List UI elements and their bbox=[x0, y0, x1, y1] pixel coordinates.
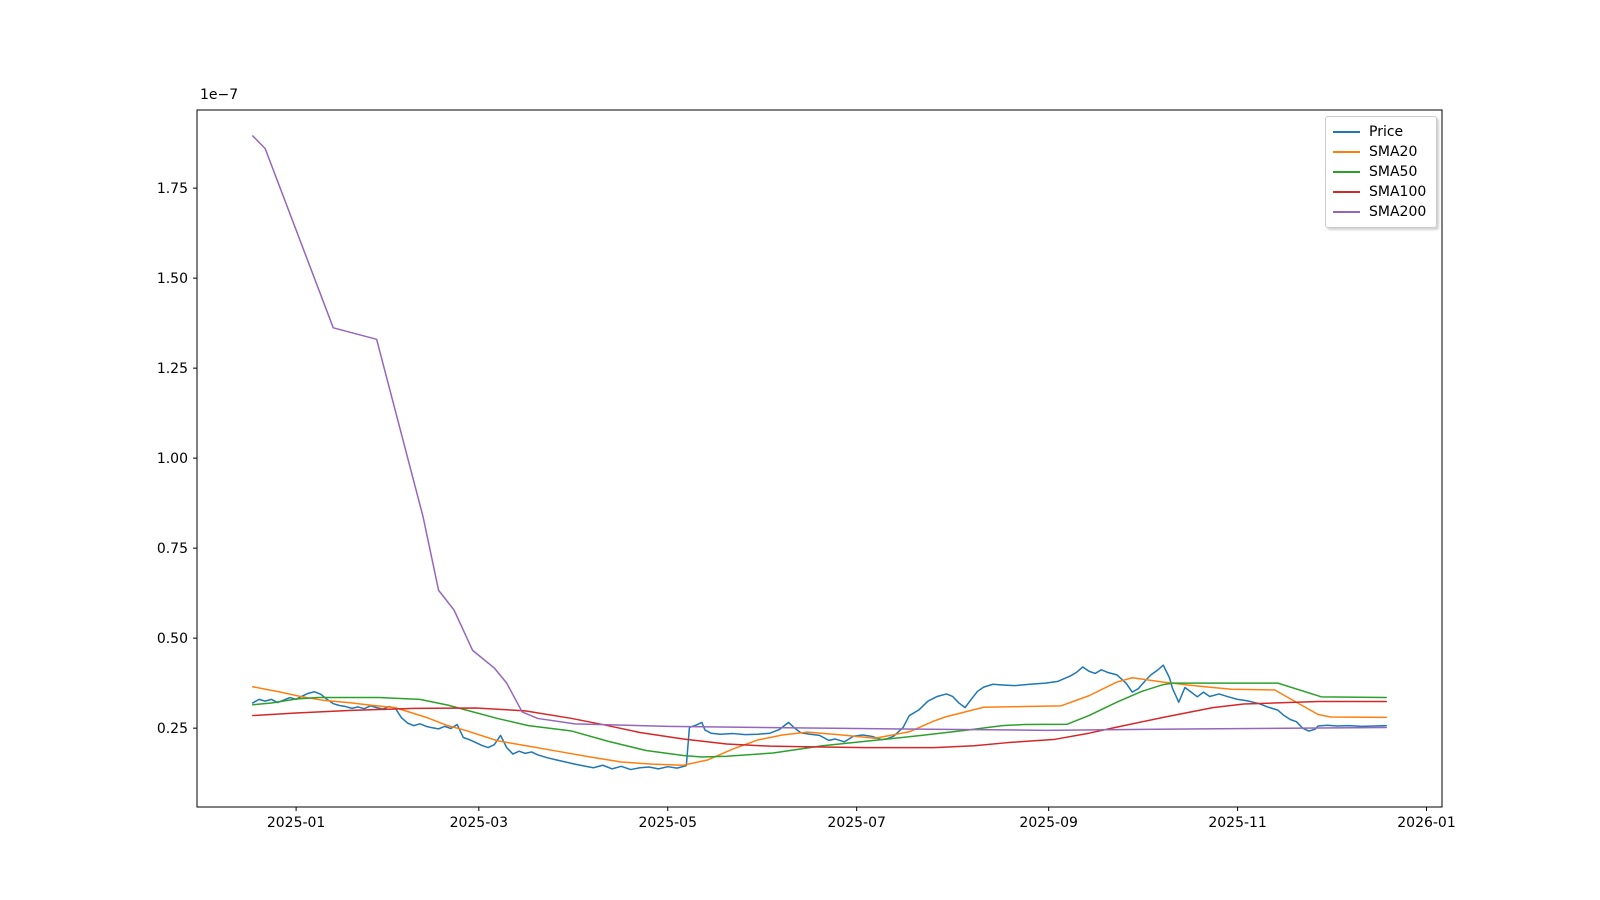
legend-entry-label: SMA100 bbox=[1369, 184, 1427, 200]
legend-entry-label: SMA20 bbox=[1369, 144, 1418, 160]
y-tick-label: 1.00 bbox=[157, 451, 188, 467]
series-line-sma100 bbox=[252, 700, 1387, 749]
y-tick-label: 0.75 bbox=[157, 541, 188, 557]
x-tick-label: 2025-05 bbox=[638, 815, 697, 831]
x-tick-label: 2026-01 bbox=[1397, 815, 1456, 831]
series-line-sma200 bbox=[252, 135, 1387, 732]
legend-line-swatch bbox=[1333, 151, 1360, 153]
legend-entry: SMA100 bbox=[1333, 182, 1429, 202]
x-tick-label: 2025-09 bbox=[1019, 815, 1078, 831]
legend-line-swatch bbox=[1333, 131, 1360, 133]
y-tick-label: 0.25 bbox=[157, 721, 188, 737]
legend-entry: SMA20 bbox=[1333, 142, 1429, 162]
legend-line-swatch bbox=[1333, 211, 1360, 213]
legend-line-swatch bbox=[1333, 191, 1360, 193]
legend-entry-label: SMA200 bbox=[1369, 204, 1427, 220]
y-tick-label: 1.75 bbox=[157, 181, 188, 197]
y-tick-label: 1.50 bbox=[157, 271, 188, 287]
y-tick-label: 0.50 bbox=[157, 631, 188, 647]
legend-entry-label: SMA50 bbox=[1369, 164, 1418, 180]
x-tick-label: 2025-11 bbox=[1208, 815, 1267, 831]
y-axis-offset-label: 1e−7 bbox=[200, 87, 239, 103]
x-tick-label: 2025-07 bbox=[827, 815, 886, 831]
legend-entry: Price bbox=[1333, 122, 1429, 142]
y-axis: 0.25 0.50 0.75 1.00 1.25 1.50 1.75 bbox=[157, 181, 197, 737]
legend-entry-label: Price bbox=[1369, 124, 1404, 140]
legend-line-swatch bbox=[1333, 171, 1360, 173]
legend-entry: SMA200 bbox=[1333, 202, 1429, 222]
series-line-price bbox=[252, 664, 1387, 771]
series-lines bbox=[252, 135, 1387, 771]
x-tick-label: 2025-03 bbox=[450, 815, 509, 831]
legend: Price SMA20 SMA50 SMA100 SMA200 bbox=[1325, 116, 1437, 228]
legend-entry: SMA50 bbox=[1333, 162, 1429, 182]
series-line-sma50 bbox=[252, 682, 1387, 758]
y-tick-label: 1.25 bbox=[157, 361, 188, 377]
x-axis: 2025-01 2025-03 2025-05 2025-07 2025-09 2025-… bbox=[267, 807, 1456, 831]
x-tick-label: 2025-01 bbox=[267, 815, 326, 831]
axes-spines bbox=[196, 109, 1443, 808]
